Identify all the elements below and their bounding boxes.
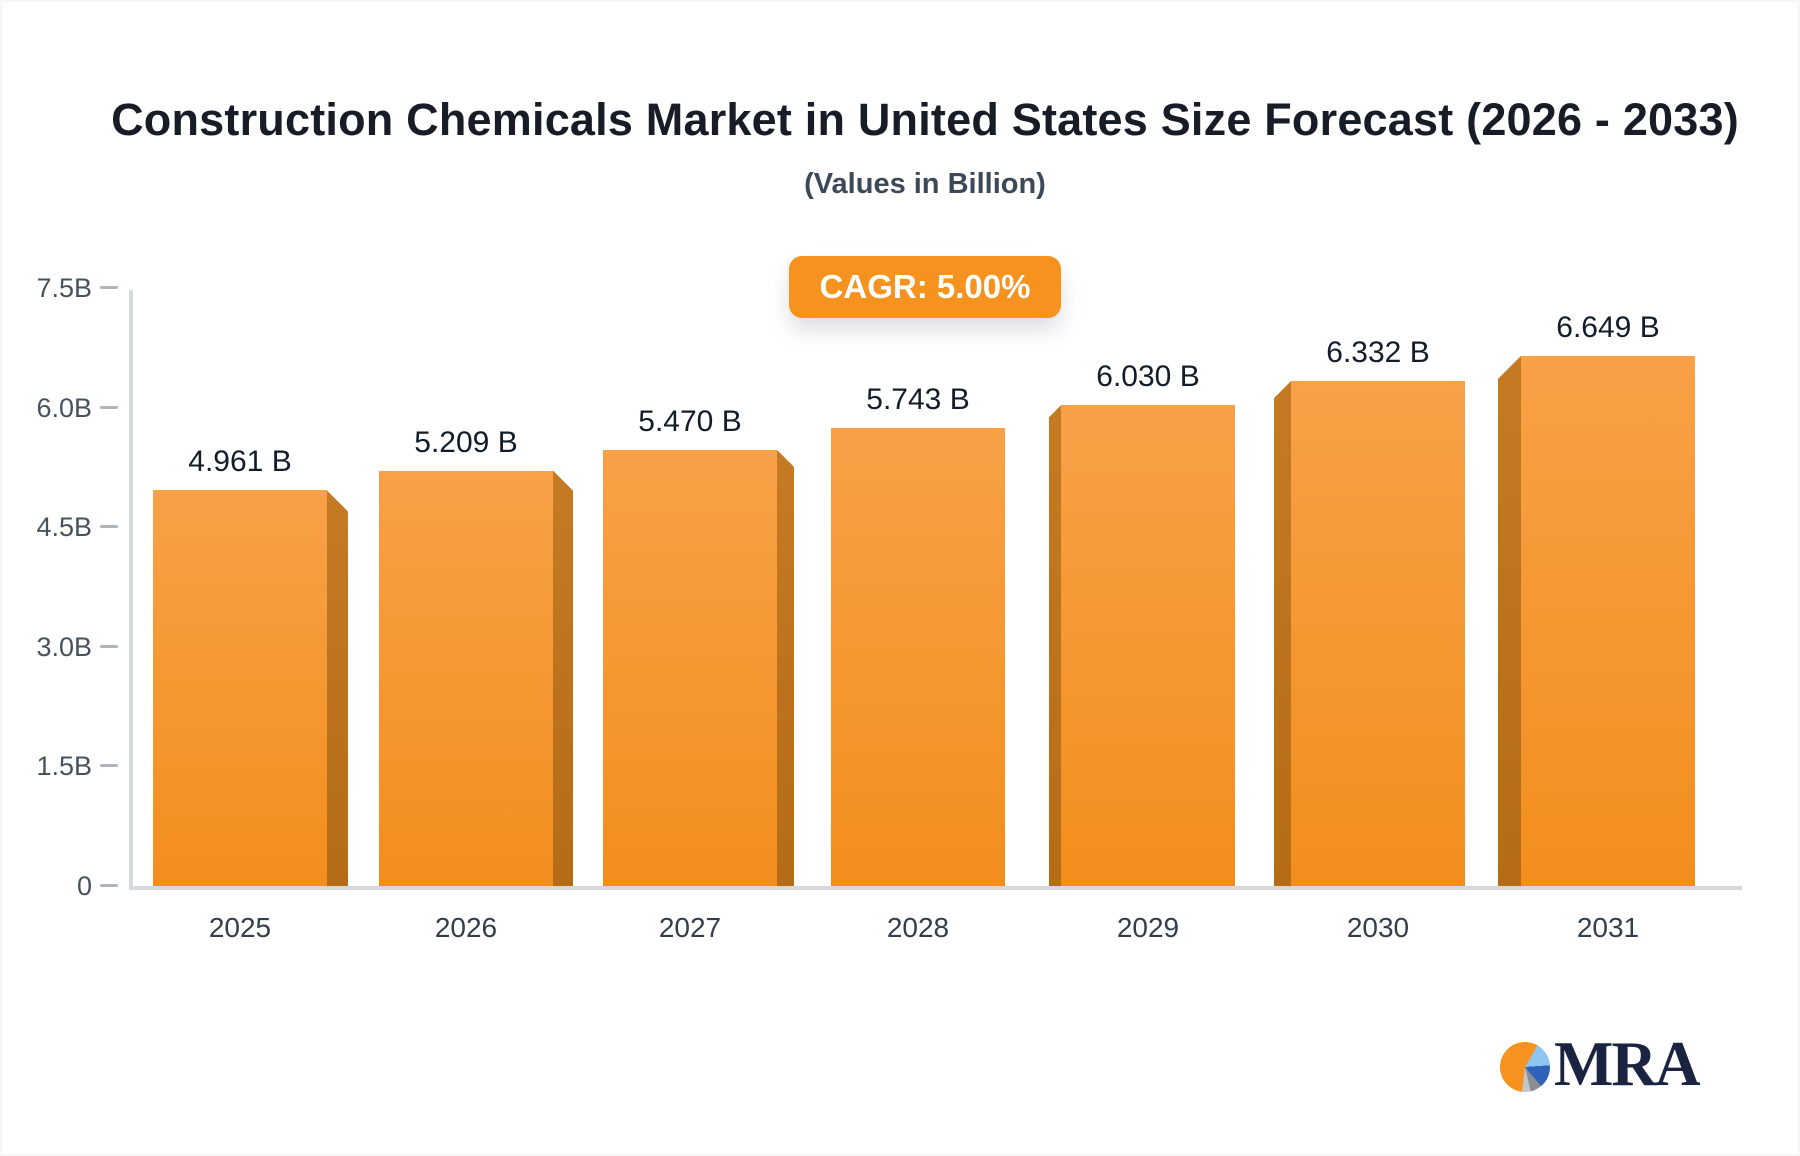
y-tick-mark [100,764,118,768]
x-axis-label: 2031 [1576,912,1640,943]
y-tick-mark [100,405,118,409]
bar-value-label: 5.209 B [414,425,518,459]
bar-3d-side-2031 [1498,355,1521,886]
y-tick-label: 3.0B [36,631,92,662]
bar-2025 [153,490,327,886]
bar-3d-side-2026 [553,470,573,886]
x-axis-label: 2028 [886,912,950,943]
y-tick-mark [100,525,118,529]
y-axis-line [129,290,133,890]
bar-value-label: 5.743 B [866,383,970,417]
bar-3d-side-2025 [327,490,348,886]
bar-2027 [603,449,777,886]
bar-value-label: 6.332 B [1326,336,1430,370]
chart-subtitle: (Values in Billion) [804,168,1046,200]
mra-logo: MRA [1500,1029,1700,1099]
y-tick-label: 7.5B [36,273,92,304]
bar-value-label: 6.649 B [1556,310,1660,344]
pie-chart-logo-icon [1500,1042,1550,1092]
x-axis-label: 2026 [434,912,498,943]
y-tick-label: 0 [76,871,92,901]
bar-2026 [379,470,553,886]
bar-value-label: 4.961 B [188,445,292,479]
y-tick-label: 6.0B [36,392,92,423]
bar-2031 [1521,355,1695,886]
y-tick-mark [100,644,118,648]
bar-3d-side-2027 [777,449,794,886]
y-tick-label: 4.5B [36,512,92,543]
y-tick-mark [100,884,118,887]
x-axis-label: 2025 [208,912,272,943]
bar-value-label: 5.470 B [638,404,742,438]
bar-2030 [1291,381,1465,886]
bar-2028 [831,428,1005,886]
bar-value-label: 6.030 B [1096,360,1200,394]
bar-2029 [1061,405,1235,886]
bar-3d-side-2030 [1274,381,1291,886]
bar-3d-side-2029 [1049,405,1061,886]
x-axis-label: 2027 [658,912,722,943]
x-axis-label: 2030 [1346,912,1410,943]
cagr-badge: CAGR: 5.00% [789,256,1061,318]
x-axis-label: 2029 [1116,912,1180,943]
y-tick-label: 1.5B [36,751,92,782]
cagr-badge-label: CAGR: 5.00% [819,268,1031,305]
y-tick-mark [100,286,118,290]
x-axis-line [129,886,1742,890]
chart-title: Construction Chemicals Market in United … [111,94,1739,145]
logo-text: MRA [1554,1029,1700,1099]
